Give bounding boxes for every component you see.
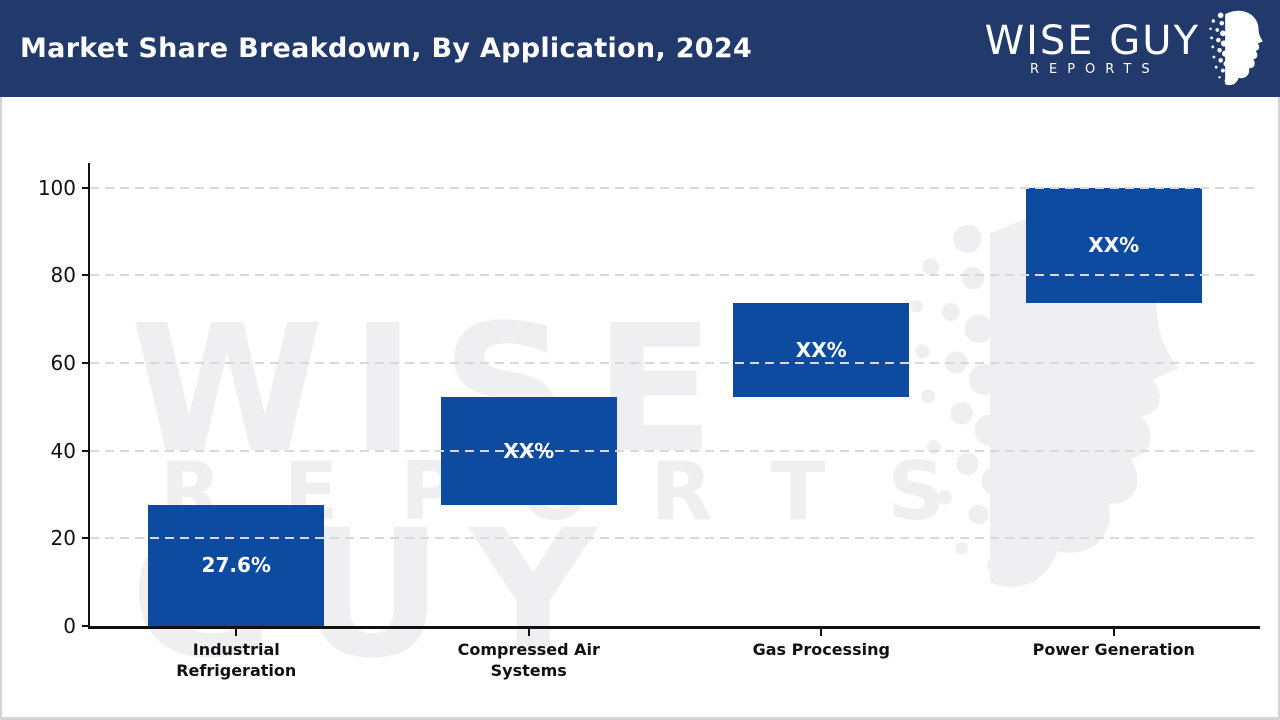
- bar-value-label-compressed-air-systems: XX%: [503, 439, 555, 464]
- chart-area: WISE GUY REPORTS 02040608010027.6%Indust…: [0, 97, 1280, 720]
- y-tick-40: [82, 449, 90, 452]
- x-tick-compressed-air-systems: [527, 628, 530, 636]
- x-tick-gas-processing: [820, 628, 823, 636]
- y-axis-line: [88, 163, 90, 629]
- x-axis-line: [88, 626, 1260, 629]
- page-title: Market Share Breakdown, By Application, …: [20, 33, 753, 64]
- y-tick-100: [82, 186, 90, 189]
- plot: 0 20 40 60 80 100 27.6% Industrial Refrigeratio…: [2, 97, 1278, 717]
- x-category-label-compressed-air-systems: Compressed Air Systems: [457, 640, 600, 680]
- x-tick-power-generation: [1112, 628, 1115, 636]
- y-tick-label-0: 0: [63, 614, 76, 638]
- gridline-100: [90, 186, 1260, 189]
- x-tick-industrial-refrigeration: [235, 628, 238, 636]
- bar-value-label-power-generation: XX%: [1088, 233, 1140, 258]
- x-category-label-industrial-refrigeration: Industrial Refrigeration: [176, 640, 297, 680]
- wise-guy-logo: WISE GUY REPORTS: [985, 8, 1268, 88]
- bar-value-label-industrial-refrigeration: 27.6%: [201, 553, 271, 578]
- gridline-80: [90, 274, 1260, 277]
- y-tick-20: [82, 537, 90, 540]
- logo-wordmark: WISE GUY: [984, 17, 1200, 64]
- bar-gas-processing: [733, 302, 910, 398]
- bar-value-label-gas-processing: XX%: [795, 337, 847, 362]
- y-tick-label-60: 60: [50, 350, 76, 375]
- gridline-40: [90, 449, 1260, 452]
- y-tick-label-80: 80: [50, 263, 76, 288]
- bar-power-generation: [1025, 187, 1202, 303]
- y-tick-60: [82, 361, 90, 364]
- y-tick-label-20: 20: [50, 526, 76, 551]
- x-category-label-gas-processing: Gas Processing: [752, 640, 890, 659]
- y-tick-0: [82, 625, 90, 627]
- y-tick-80: [82, 274, 90, 277]
- logo-face-icon: [1209, 10, 1263, 86]
- header-banner: Market Share Breakdown, By Application, …: [0, 0, 1280, 97]
- y-tick-label-100: 100: [37, 175, 76, 200]
- x-category-label-power-generation: Power Generation: [1032, 640, 1195, 659]
- gridline-60: [90, 361, 1260, 364]
- logo-subtitle: REPORTS: [1029, 61, 1160, 77]
- y-tick-label-40: 40: [50, 438, 76, 463]
- bar-industrial-refrigeration: [148, 504, 325, 626]
- gridline-20: [90, 537, 1260, 540]
